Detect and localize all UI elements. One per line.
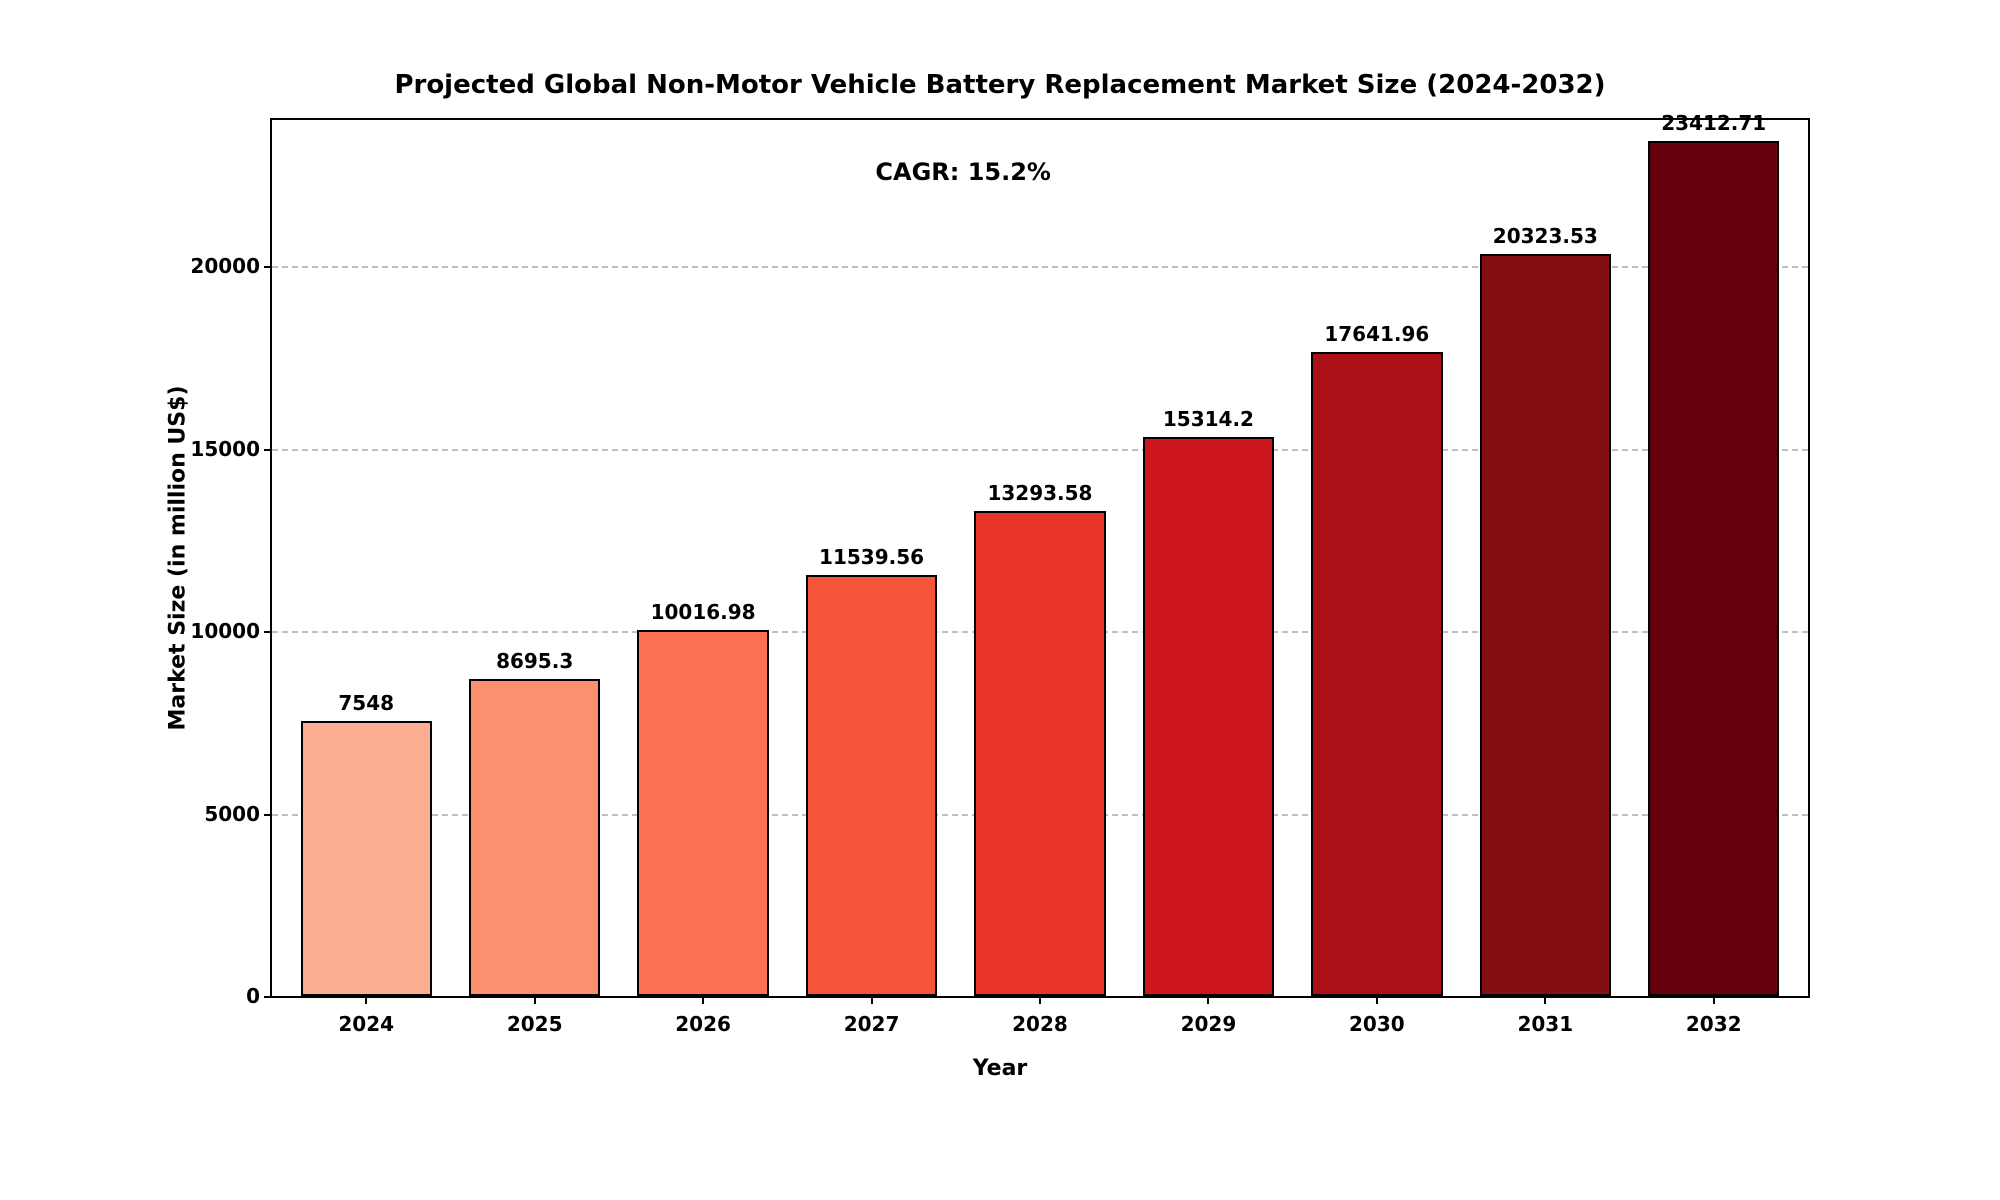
xtick-label: 2030	[1349, 996, 1405, 1036]
ytick-mark	[264, 631, 272, 633]
bar-slot: 17641.962030	[1293, 120, 1461, 996]
bar-value-label: 13293.58	[987, 481, 1092, 513]
ytick-label: 20000	[190, 254, 272, 278]
bar-value-label: 23412.71	[1661, 111, 1766, 143]
bars-layer: 754820248695.3202510016.98202611539.5620…	[272, 120, 1808, 996]
plot-area: Market Size (in million US$) 05000100001…	[270, 118, 1810, 998]
cagr-annotation: CAGR: 15.2%	[875, 158, 1051, 186]
bar: 8695.3	[469, 679, 600, 996]
bar: 20323.53	[1480, 254, 1611, 996]
ytick-label: 15000	[190, 437, 272, 461]
xtick-label: 2029	[1181, 996, 1237, 1036]
ytick-mark	[264, 814, 272, 816]
bar-slot: 75482024	[282, 120, 450, 996]
bar: 23412.71	[1648, 141, 1779, 996]
bar: 7548	[301, 721, 432, 997]
xtick-label: 2026	[675, 996, 731, 1036]
y-axis-label: Market Size (in million US$)	[166, 385, 191, 730]
bar-slot: 20323.532031	[1461, 120, 1629, 996]
bar-value-label: 8695.3	[496, 649, 573, 681]
bar: 15314.2	[1143, 437, 1274, 996]
ytick-label: 5000	[204, 802, 272, 826]
ytick-mark	[264, 266, 272, 268]
bar-value-label: 10016.98	[651, 600, 756, 632]
xtick-label: 2027	[844, 996, 900, 1036]
bar-value-label: 20323.53	[1493, 224, 1598, 256]
bar-slot: 13293.582028	[956, 120, 1124, 996]
xtick-label: 2024	[338, 996, 394, 1036]
ytick-mark	[264, 449, 272, 451]
bar-slot: 8695.32025	[450, 120, 618, 996]
bar-slot: 11539.562027	[787, 120, 955, 996]
ytick-mark	[264, 996, 272, 998]
bar-slot: 23412.712032	[1630, 120, 1798, 996]
chart-title: Projected Global Non-Motor Vehicle Batte…	[150, 70, 1850, 100]
bar-value-label: 17641.96	[1324, 322, 1429, 354]
bar-slot: 15314.22029	[1124, 120, 1292, 996]
bar-value-label: 7548	[338, 691, 394, 723]
x-axis-label: Year	[150, 1056, 1850, 1081]
chart-container: Projected Global Non-Motor Vehicle Batte…	[150, 70, 1850, 1130]
xtick-label: 2025	[507, 996, 563, 1036]
ytick-label: 10000	[190, 619, 272, 643]
bar-value-label: 11539.56	[819, 545, 924, 577]
bar-slot: 10016.982026	[619, 120, 787, 996]
bar: 13293.58	[974, 511, 1105, 996]
xtick-label: 2028	[1012, 996, 1068, 1036]
bar: 17641.96	[1311, 352, 1442, 996]
bar: 10016.98	[637, 630, 768, 996]
bar: 11539.56	[806, 575, 937, 996]
bar-value-label: 15314.2	[1163, 407, 1254, 439]
xtick-label: 2031	[1517, 996, 1573, 1036]
xtick-label: 2032	[1686, 996, 1742, 1036]
